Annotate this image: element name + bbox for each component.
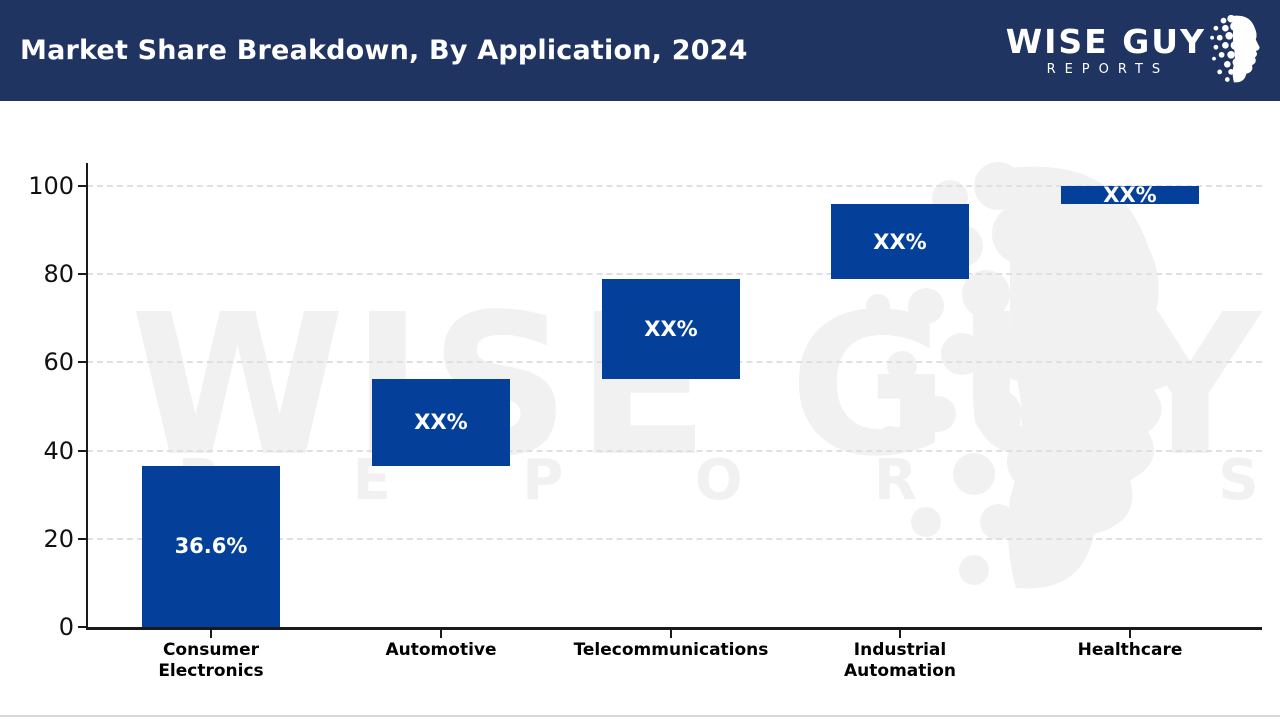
x-axis-category-label: Telecommunications: [573, 640, 769, 660]
x-axis-tick-mark: [210, 630, 212, 638]
bar-value-label: XX%: [414, 410, 468, 435]
y-axis-tick-label: 100: [28, 172, 74, 200]
y-axis-tick-mark: [78, 626, 87, 628]
x-axis-tick-mark: [1129, 630, 1131, 638]
x-axis-tick-mark: [440, 630, 442, 638]
gridline-y-40: [87, 449, 1262, 452]
bar-value-label: 36.6%: [174, 534, 248, 559]
x-axis-category-label: Consumer Electronics: [158, 640, 264, 681]
bar-healthcare: XX%: [1061, 186, 1199, 205]
y-axis-tick-label: 80: [43, 260, 74, 289]
gridline-y-100: [87, 185, 1262, 187]
x-axis-tick-mark: [670, 630, 672, 638]
logo-dotted-head-icon: [1210, 14, 1260, 82]
y-axis-tick-mark: [78, 449, 87, 452]
chart-title: Market Share Breakdown, By Application, …: [20, 35, 748, 66]
y-axis-tick-label: 40: [43, 436, 74, 465]
gridline-y-80: [87, 273, 1262, 276]
bar-value-label: XX%: [1103, 186, 1157, 205]
logo-text: WISE GUY REPORTS: [1005, 21, 1206, 77]
bar-value-label: XX%: [873, 229, 927, 254]
x-axis-tick-mark: [899, 630, 901, 638]
bar-industrial-automation: XX%: [831, 204, 969, 280]
x-axis-category-label: Automotive: [385, 640, 497, 660]
y-axis-tick-label: 60: [43, 348, 74, 377]
x-axis-category-label: Industrial Automation: [844, 640, 956, 681]
y-axis-tick-mark: [78, 273, 87, 276]
x-axis-line: [86, 627, 1262, 630]
x-axis-category-label: Healthcare: [1077, 640, 1183, 660]
wise-guy-reports-logo: WISE GUY REPORTS: [1006, 13, 1262, 89]
y-axis-tick-mark: [78, 537, 87, 540]
y-axis-tick-mark: [78, 185, 87, 187]
footer-divider: [0, 715, 1280, 717]
bar-value-label: XX%: [644, 317, 698, 342]
y-axis-tick-label: 0: [58, 613, 74, 641]
bar-automotive: XX%: [372, 379, 510, 466]
y-axis-tick-mark: [78, 361, 87, 364]
logo-reports-label: REPORTS: [1046, 61, 1170, 77]
plot-area: 0 20 40 60 80 100 36.6% Consumer Electronics XX%…: [0, 101, 1280, 720]
gridline-y-20: [87, 537, 1262, 540]
y-axis-tick-label: 20: [43, 524, 74, 553]
logo-wise-guy-label: WISE GUY: [1005, 21, 1206, 61]
header-bar: Market Share Breakdown, By Application, …: [0, 0, 1280, 101]
bar-consumer-electronics: 36.6%: [142, 465, 280, 627]
y-axis-line: [86, 163, 88, 629]
bar-telecommunications: XX%: [602, 279, 740, 380]
